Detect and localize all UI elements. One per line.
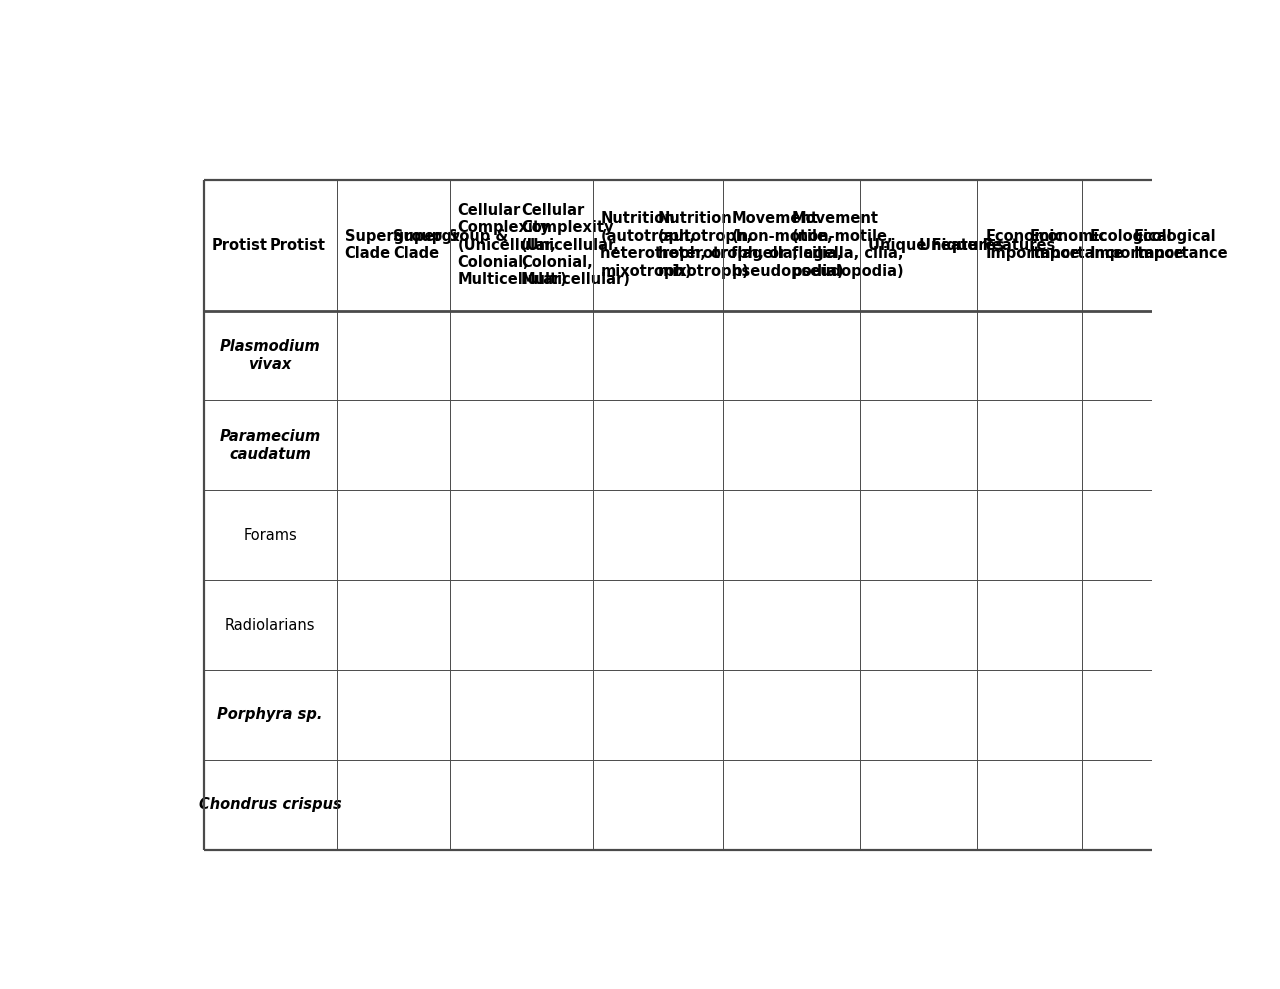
Text: Movement
(non-motile,
flagella, cilia,
pseudopodia): Movement (non-motile, flagella, cilia, p… (792, 212, 905, 279)
Text: Protist: Protist (211, 237, 268, 252)
Bar (593, 401, 723, 491)
Bar (860, 760, 978, 850)
Bar (860, 581, 978, 670)
Bar (204, 760, 337, 850)
Bar (337, 670, 449, 760)
Bar (593, 180, 723, 311)
Bar (204, 581, 337, 670)
Bar (593, 760, 723, 850)
Text: Economic
Importance: Economic Importance (986, 228, 1080, 261)
Text: Movement
(non-motile,
flagella, cilia,
pseudopodia): Movement (non-motile, flagella, cilia, p… (731, 212, 844, 279)
Text: Cellular
Complexity
(Unicellular,
Colonial,
Multicellular): Cellular Complexity (Unicellular, Coloni… (458, 203, 567, 288)
Bar (723, 760, 860, 850)
Bar (337, 760, 449, 850)
Bar (978, 670, 1082, 760)
Bar (337, 581, 449, 670)
Bar (860, 180, 978, 311)
Bar (593, 491, 723, 581)
Bar (337, 180, 449, 311)
Bar (449, 311, 593, 401)
Text: Plasmodium
vivax: Plasmodium vivax (220, 339, 320, 372)
Bar (449, 491, 593, 581)
Bar (204, 180, 337, 311)
Bar (1082, 401, 1185, 491)
Bar (337, 401, 449, 491)
Bar (978, 581, 1082, 670)
Text: Nutrition
(autotroph,
heterotroph, or
mixotroph): Nutrition (autotroph, heterotroph, or mi… (658, 212, 786, 279)
Text: Ecological
Importance: Ecological Importance (1134, 228, 1229, 261)
Bar (978, 491, 1082, 581)
Text: Cellular
Complexity
(Unicellular,
Colonial,
Multicellular): Cellular Complexity (Unicellular, Coloni… (521, 203, 631, 288)
Text: Radiolarians: Radiolarians (225, 617, 315, 633)
Bar (1082, 581, 1185, 670)
Text: Chondrus crispus: Chondrus crispus (198, 797, 342, 812)
Bar (860, 401, 978, 491)
Bar (593, 311, 723, 401)
Bar (449, 180, 593, 311)
Text: Economic
Importance: Economic Importance (1029, 228, 1124, 261)
Text: Ecological
Importance: Ecological Importance (1089, 228, 1184, 261)
Bar (204, 311, 337, 401)
Text: Forams: Forams (243, 528, 297, 543)
Bar (337, 311, 449, 401)
Bar (449, 760, 593, 850)
Bar (723, 670, 860, 760)
Bar (723, 401, 860, 491)
Bar (593, 581, 723, 670)
Bar (1082, 180, 1185, 311)
Bar (860, 491, 978, 581)
Bar (860, 311, 978, 401)
Bar (1082, 670, 1185, 760)
Bar (1082, 311, 1185, 401)
Bar (204, 491, 337, 581)
Text: Unique Features: Unique Features (919, 237, 1055, 252)
Bar (1082, 760, 1185, 850)
Text: Nutrition
(autotroph,
heterotroph, or
mixotroph): Nutrition (autotroph, heterotroph, or mi… (600, 212, 728, 279)
Text: Porphyra sp.: Porphyra sp. (218, 707, 323, 722)
Text: Paramecium
caudatum: Paramecium caudatum (219, 429, 321, 462)
Text: Protist: Protist (270, 237, 326, 252)
Bar (449, 401, 593, 491)
Bar (449, 670, 593, 760)
Bar (204, 670, 337, 760)
Bar (978, 401, 1082, 491)
Bar (337, 491, 449, 581)
Bar (723, 581, 860, 670)
Bar (723, 180, 860, 311)
Text: Supergroup &
Clade: Supergroup & Clade (393, 228, 508, 261)
Bar (978, 311, 1082, 401)
Text: Unique Features: Unique Features (868, 237, 1005, 252)
Bar (723, 311, 860, 401)
Bar (449, 581, 593, 670)
Bar (978, 180, 1082, 311)
Text: Protist: Protist (242, 237, 298, 252)
Text: Supergroup &
Clade: Supergroup & Clade (344, 228, 460, 261)
Bar (204, 401, 337, 491)
Bar (860, 670, 978, 760)
Bar (593, 670, 723, 760)
Bar (723, 491, 860, 581)
Bar (978, 760, 1082, 850)
Bar (1082, 491, 1185, 581)
